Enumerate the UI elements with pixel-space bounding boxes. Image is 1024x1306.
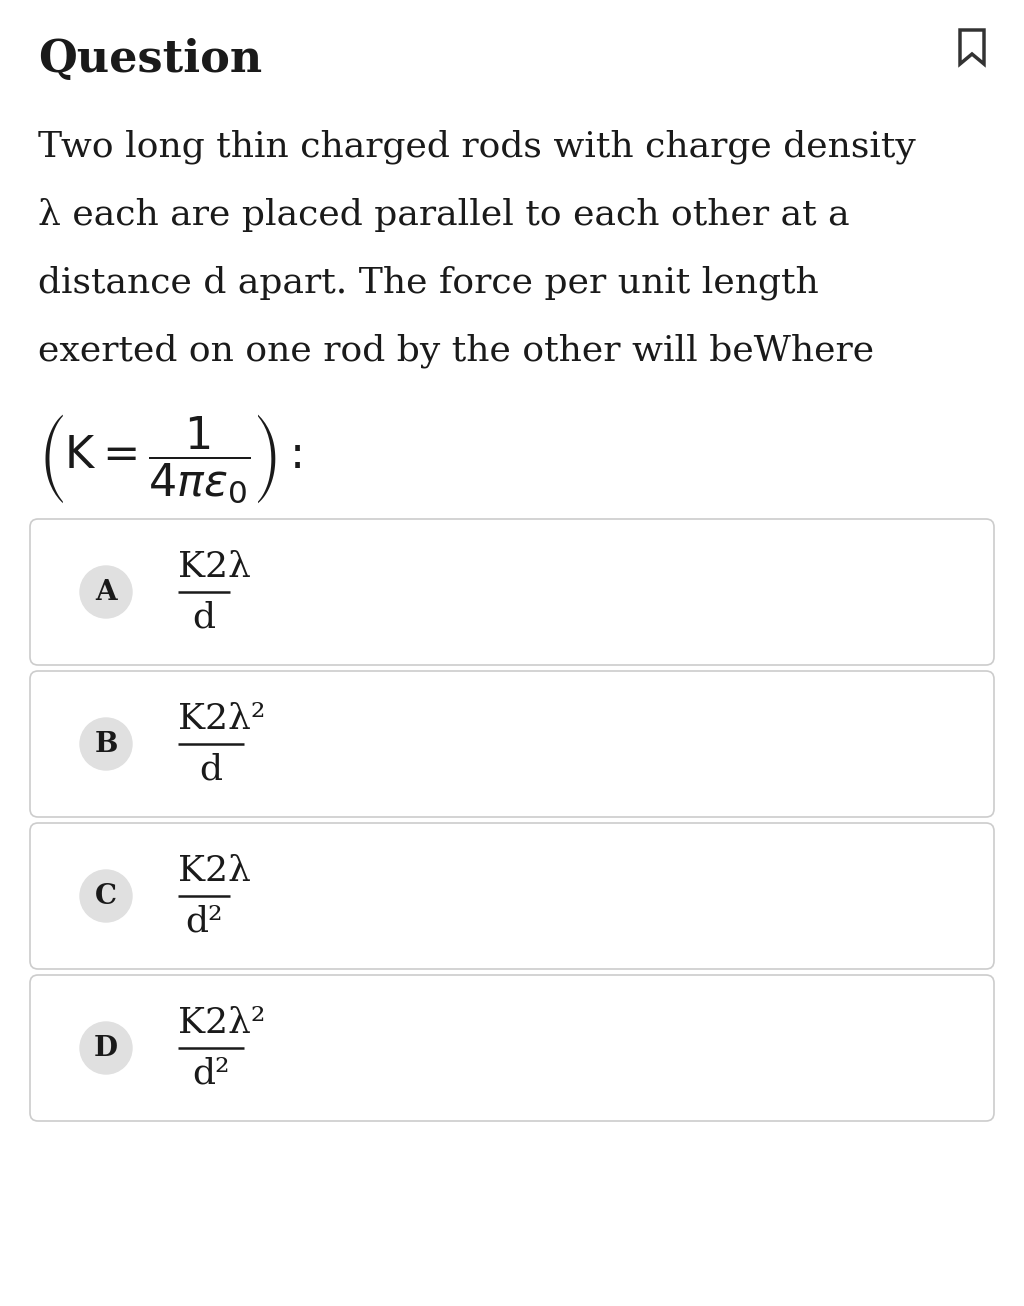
Text: Two long thin charged rods with charge density: Two long thin charged rods with charge d…	[38, 131, 915, 165]
FancyBboxPatch shape	[30, 976, 994, 1121]
Text: λ each are placed parallel to each other at a: λ each are placed parallel to each other…	[38, 199, 850, 232]
Text: exerted on one rod by the other will beWhere: exerted on one rod by the other will beW…	[38, 334, 874, 368]
Circle shape	[80, 565, 132, 618]
Text: d²: d²	[193, 1057, 229, 1091]
FancyBboxPatch shape	[30, 671, 994, 818]
Text: $\left(\mathrm{K} = \dfrac{1}{4\pi\varepsilon_0}\right):$: $\left(\mathrm{K} = \dfrac{1}{4\pi\varep…	[38, 411, 302, 504]
Text: Question: Question	[38, 38, 262, 81]
Text: B: B	[94, 730, 118, 757]
Circle shape	[80, 718, 132, 771]
Text: d²: d²	[185, 904, 223, 938]
Text: distance d apart. The force per unit length: distance d apart. The force per unit len…	[38, 266, 819, 300]
Text: K2λ²: K2λ²	[178, 703, 265, 737]
Text: C: C	[95, 883, 117, 909]
Text: K2λ: K2λ	[178, 854, 251, 888]
FancyBboxPatch shape	[30, 823, 994, 969]
Circle shape	[80, 870, 132, 922]
Text: d: d	[200, 752, 222, 786]
Text: K2λ²: K2λ²	[178, 1006, 265, 1040]
Circle shape	[80, 1023, 132, 1074]
FancyBboxPatch shape	[30, 518, 994, 665]
Text: D: D	[94, 1034, 118, 1062]
Text: A: A	[95, 579, 117, 606]
Text: d: d	[193, 599, 215, 633]
Text: K2λ: K2λ	[178, 550, 251, 584]
